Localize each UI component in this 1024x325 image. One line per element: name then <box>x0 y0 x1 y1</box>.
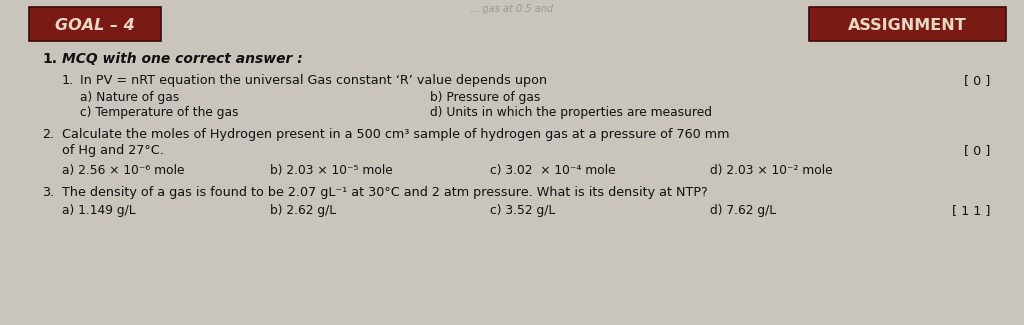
Text: 1.: 1. <box>42 52 57 66</box>
Text: ... gas at 0.5 and: ... gas at 0.5 and <box>470 4 554 14</box>
Text: b) Pressure of gas: b) Pressure of gas <box>430 91 541 104</box>
Text: [ 0 ]: [ 0 ] <box>964 144 990 157</box>
Text: 2.: 2. <box>42 128 54 141</box>
Text: In PV = nRT equation the universal Gas constant ‘R’ value depends upon: In PV = nRT equation the universal Gas c… <box>80 74 547 87</box>
Text: 3.: 3. <box>42 186 54 199</box>
Text: d) Units in which the properties are measured: d) Units in which the properties are mea… <box>430 106 712 119</box>
Text: c) Temperature of the gas: c) Temperature of the gas <box>80 106 239 119</box>
Text: d) 2.03 × 10⁻² mole: d) 2.03 × 10⁻² mole <box>710 164 833 177</box>
Text: a) Nature of gas: a) Nature of gas <box>80 91 179 104</box>
Text: Calculate the moles of Hydrogen present in a 500 cm³ sample of hydrogen gas at a: Calculate the moles of Hydrogen present … <box>62 128 729 141</box>
Text: a) 1.149 g/L: a) 1.149 g/L <box>62 204 135 217</box>
Text: c) 3.02  × 10⁻⁴ mole: c) 3.02 × 10⁻⁴ mole <box>490 164 615 177</box>
Text: b) 2.62 g/L: b) 2.62 g/L <box>270 204 336 217</box>
FancyBboxPatch shape <box>29 7 161 41</box>
Text: 1.: 1. <box>62 74 75 87</box>
Text: [ 1 1 ]: [ 1 1 ] <box>951 204 990 217</box>
Text: MCQ with one correct answer :: MCQ with one correct answer : <box>62 52 303 66</box>
Text: c) 3.52 g/L: c) 3.52 g/L <box>490 204 555 217</box>
Text: ASSIGNMENT: ASSIGNMENT <box>848 18 967 32</box>
Text: The density of a gas is found to be 2.07 gL⁻¹ at 30°C and 2 atm pressure. What i: The density of a gas is found to be 2.07… <box>62 186 708 199</box>
Text: GOAL – 4: GOAL – 4 <box>55 18 135 32</box>
Text: a) 2.56 × 10⁻⁶ mole: a) 2.56 × 10⁻⁶ mole <box>62 164 184 177</box>
FancyBboxPatch shape <box>809 7 1006 41</box>
Text: d) 7.62 g/L: d) 7.62 g/L <box>710 204 776 217</box>
Text: b) 2.03 × 10⁻⁵ mole: b) 2.03 × 10⁻⁵ mole <box>270 164 393 177</box>
Text: [ 0 ]: [ 0 ] <box>964 74 990 87</box>
Text: of Hg and 27°C.: of Hg and 27°C. <box>62 144 164 157</box>
